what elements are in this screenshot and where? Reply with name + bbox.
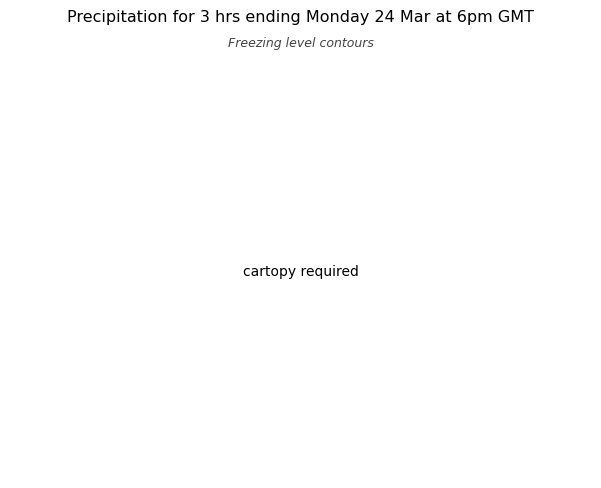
Text: cartopy required: cartopy required: [243, 265, 358, 279]
Text: Freezing level contours: Freezing level contours: [228, 37, 373, 50]
Text: Precipitation for 3 hrs ending Monday 24 Mar at 6pm GMT: Precipitation for 3 hrs ending Monday 24…: [67, 10, 534, 25]
